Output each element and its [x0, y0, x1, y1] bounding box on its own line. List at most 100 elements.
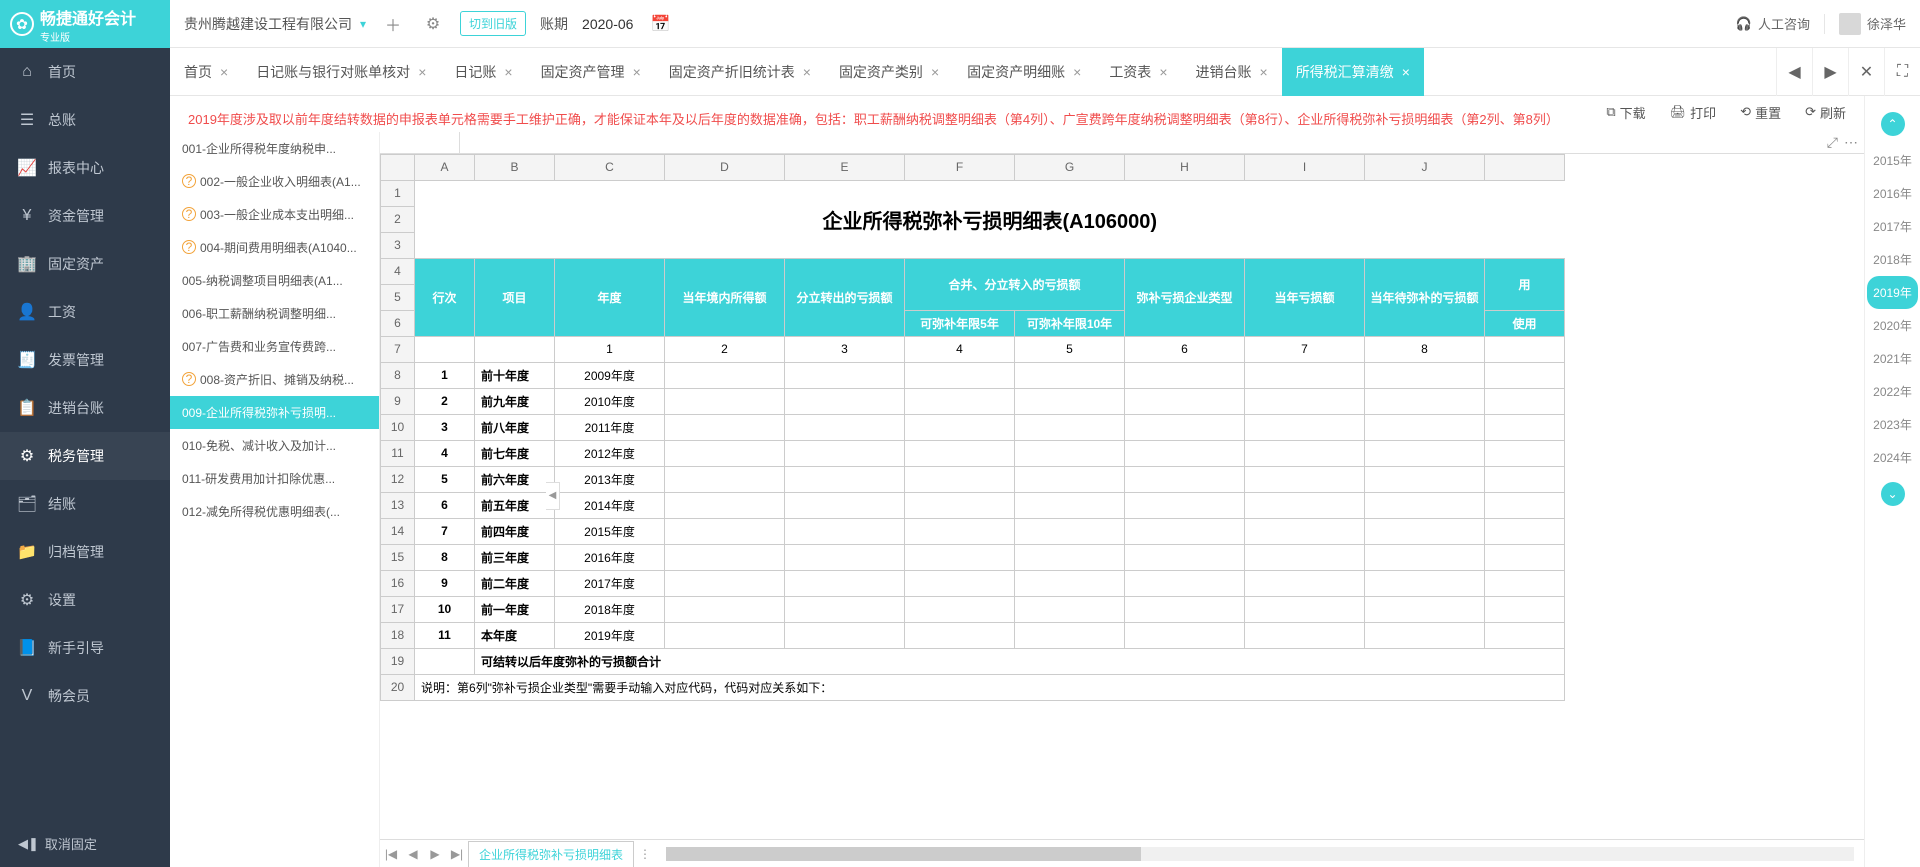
cell[interactable]: [1365, 544, 1485, 570]
nav-item[interactable]: ⚙税务管理: [0, 432, 170, 480]
support-button[interactable]: 🎧 人工咨询: [1736, 14, 1810, 33]
row-header[interactable]: 15: [381, 544, 415, 570]
refresh-button[interactable]: ⟳刷新: [1805, 103, 1846, 122]
row-header[interactable]: 17: [381, 596, 415, 622]
reset-button[interactable]: ⟲重置: [1740, 103, 1781, 122]
cell[interactable]: [905, 596, 1015, 622]
doc-item[interactable]: 009-企业所得税弥补亏损明...: [170, 396, 379, 429]
tab[interactable]: 日记账与银行对账单核对×: [242, 48, 440, 96]
cell[interactable]: [1125, 544, 1245, 570]
year-down-icon[interactable]: ⌄: [1881, 482, 1905, 506]
row-header[interactable]: 3: [381, 232, 415, 258]
nav-item[interactable]: 📁归档管理: [0, 528, 170, 576]
sheet-last-icon[interactable]: ▶|: [446, 847, 468, 861]
cell[interactable]: [1485, 414, 1565, 440]
cell[interactable]: 前二年度: [475, 570, 555, 596]
collapse-doclist-icon[interactable]: ◀: [546, 482, 560, 510]
tab-close-icon[interactable]: ×: [220, 64, 228, 80]
tab[interactable]: 所得税汇算清缴×: [1282, 48, 1424, 96]
nav-item[interactable]: 🗂结账: [0, 480, 170, 528]
tab-prev-icon[interactable]: ◀: [1776, 48, 1812, 96]
cell[interactable]: [1015, 570, 1125, 596]
add-icon[interactable]: ＋: [380, 11, 406, 37]
col-header[interactable]: G: [1015, 154, 1125, 180]
cell[interactable]: 2009年度: [555, 362, 665, 388]
cell[interactable]: [1125, 518, 1245, 544]
year-item[interactable]: 2021年: [1867, 342, 1918, 375]
row-header[interactable]: 7: [381, 336, 415, 362]
cell[interactable]: [905, 622, 1015, 648]
cell[interactable]: 5: [415, 466, 475, 492]
nav-item[interactable]: ☰总账: [0, 96, 170, 144]
cell[interactable]: [1365, 596, 1485, 622]
col-header[interactable]: I: [1245, 154, 1365, 180]
cell[interactable]: [1015, 466, 1125, 492]
cell[interactable]: [905, 388, 1015, 414]
cell[interactable]: [1125, 440, 1245, 466]
cell[interactable]: [665, 622, 785, 648]
tab-close-icon[interactable]: ×: [1073, 64, 1081, 80]
year-item[interactable]: 2015年: [1867, 144, 1918, 177]
col-header[interactable]: F: [905, 154, 1015, 180]
cell[interactable]: [1485, 622, 1565, 648]
row-header[interactable]: 13: [381, 492, 415, 518]
doc-item[interactable]: 007-广告费和业务宣传费跨...: [170, 330, 379, 363]
cell[interactable]: [905, 544, 1015, 570]
doc-item[interactable]: 001-企业所得税年度纳税申...: [170, 132, 379, 165]
cell[interactable]: [1245, 466, 1365, 492]
cell[interactable]: [1365, 492, 1485, 518]
cell[interactable]: [665, 388, 785, 414]
row-header[interactable]: 12: [381, 466, 415, 492]
cell[interactable]: 前八年度: [475, 414, 555, 440]
download-button[interactable]: ⧉下载: [1606, 103, 1645, 122]
cell[interactable]: 前三年度: [475, 544, 555, 570]
doc-item[interactable]: ?004-期间费用明细表(A1040...: [170, 231, 379, 264]
cell[interactable]: 2014年度: [555, 492, 665, 518]
cell[interactable]: [785, 596, 905, 622]
cell[interactable]: [785, 492, 905, 518]
tab[interactable]: 日记账×: [440, 48, 526, 96]
tab-close-icon[interactable]: ×: [803, 64, 811, 80]
row-header[interactable]: 2: [381, 206, 415, 232]
col-header[interactable]: B: [475, 154, 555, 180]
tab-close-icon[interactable]: ×: [931, 64, 939, 80]
year-item[interactable]: 2017年: [1867, 210, 1918, 243]
cell[interactable]: 说明：第6列"弥补亏损企业类型"需要手动输入对应代码，代码对应关系如下：: [415, 674, 1565, 700]
cell[interactable]: [1365, 466, 1485, 492]
cell[interactable]: [1125, 362, 1245, 388]
cell[interactable]: [1485, 388, 1565, 414]
tab[interactable]: 进销台账×: [1182, 48, 1282, 96]
cell[interactable]: [785, 362, 905, 388]
year-item[interactable]: 2016年: [1867, 177, 1918, 210]
cell[interactable]: [785, 570, 905, 596]
tab-close-icon[interactable]: ×: [633, 64, 641, 80]
nav-item[interactable]: 🏢固定资产: [0, 240, 170, 288]
row-header[interactable]: 8: [381, 362, 415, 388]
cell[interactable]: 本年度: [475, 622, 555, 648]
cell[interactable]: [665, 518, 785, 544]
company-selector[interactable]: 贵州腾越建设工程有限公司 ▾: [184, 14, 366, 34]
sheet-first-icon[interactable]: |◀: [380, 847, 402, 861]
doc-item[interactable]: 010-免税、减计收入及加计...: [170, 429, 379, 462]
tab[interactable]: 首页×: [170, 48, 242, 96]
year-up-icon[interactable]: ⌃: [1881, 112, 1905, 136]
cell[interactable]: 2011年度: [555, 414, 665, 440]
cell[interactable]: [1015, 388, 1125, 414]
year-item[interactable]: 2024年: [1867, 441, 1918, 474]
cell[interactable]: [1245, 622, 1365, 648]
cell[interactable]: [785, 466, 905, 492]
cell[interactable]: 6: [415, 492, 475, 518]
tab-close-icon[interactable]: ×: [1159, 64, 1167, 80]
calendar-icon[interactable]: 📅: [647, 11, 673, 37]
row-header[interactable]: 19: [381, 648, 415, 674]
sheet-next-icon[interactable]: ▶: [424, 847, 446, 861]
tab[interactable]: 固定资产折旧统计表×: [655, 48, 825, 96]
row-header[interactable]: 1: [381, 180, 415, 206]
cell[interactable]: [1365, 414, 1485, 440]
cell[interactable]: [1015, 492, 1125, 518]
cell[interactable]: 2017年度: [555, 570, 665, 596]
year-item[interactable]: 2019年: [1867, 276, 1918, 309]
nav-item[interactable]: 📋进销台账: [0, 384, 170, 432]
tab-close-all-icon[interactable]: ✕: [1848, 48, 1884, 96]
nav-item[interactable]: 📈报表中心: [0, 144, 170, 192]
